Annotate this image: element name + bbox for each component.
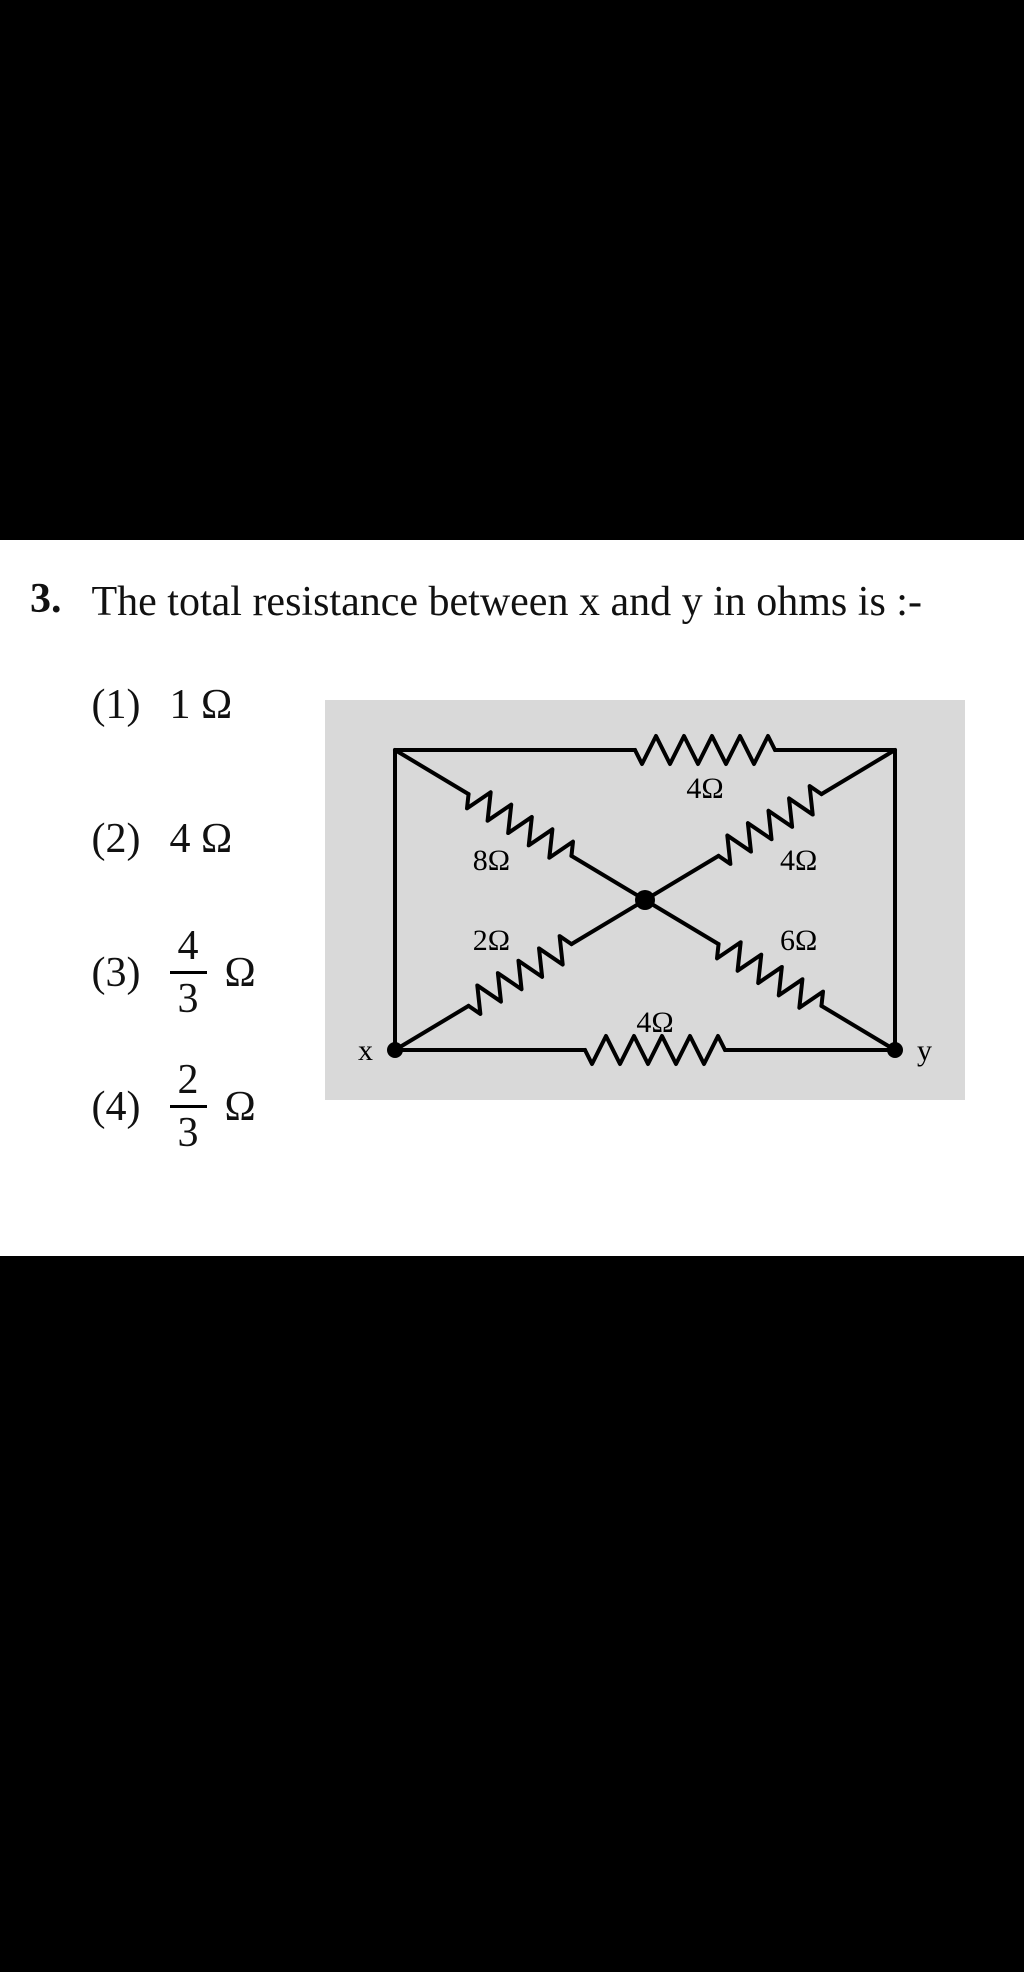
circuit-diagram: 4Ω 4Ω 8Ω 4Ω 2Ω 6Ω x y <box>325 700 965 1100</box>
question-text: The total resistance between x and y in … <box>92 575 995 630</box>
svg-text:4Ω: 4Ω <box>780 844 817 877</box>
svg-text:x: x <box>358 1034 373 1067</box>
svg-text:2Ω: 2Ω <box>473 924 510 957</box>
page: 3. The total resistance between x and y … <box>0 0 1024 1972</box>
option-2-value: 4 Ω <box>170 815 233 863</box>
option-3-num: 4 <box>170 925 207 974</box>
option-4-unit: Ω <box>225 1083 256 1131</box>
option-1: (1) 1 Ω <box>92 660 256 750</box>
option-3-den: 3 <box>170 974 207 1020</box>
option-4-label: (4) <box>92 1083 152 1131</box>
options-list: (1) 1 Ω (2) 4 Ω (3) 4 3 <box>92 660 256 1196</box>
option-2: (2) 4 Ω <box>92 794 256 884</box>
option-4-den: 3 <box>170 1108 207 1154</box>
option-1-value: 1 Ω <box>170 681 233 729</box>
diagram-wrap: 4Ω 4Ω 8Ω 4Ω 2Ω 6Ω x y <box>296 660 994 1100</box>
svg-text:4Ω: 4Ω <box>636 1006 673 1039</box>
svg-text:6Ω: 6Ω <box>780 924 817 957</box>
option-3-fraction: 4 3 <box>170 925 207 1020</box>
option-4-num: 2 <box>170 1059 207 1108</box>
circuit-svg: 4Ω 4Ω 8Ω 4Ω 2Ω 6Ω x y <box>325 700 965 1100</box>
svg-text:y: y <box>917 1034 932 1067</box>
svg-text:4Ω: 4Ω <box>686 772 723 805</box>
content-row: (1) 1 Ω (2) 4 Ω (3) 4 3 <box>92 660 995 1196</box>
question-body: The total resistance between x and y in … <box>92 575 995 1196</box>
option-3-label: (3) <box>92 949 152 997</box>
option-3: (3) 4 3 Ω <box>92 928 256 1018</box>
option-4: (4) 2 3 Ω <box>92 1062 256 1152</box>
question-row: 3. The total resistance between x and y … <box>30 575 994 1196</box>
option-1-label: (1) <box>92 681 152 729</box>
question-number: 3. <box>30 575 62 623</box>
option-2-label: (2) <box>92 815 152 863</box>
option-3-unit: Ω <box>225 949 256 997</box>
question-block: 3. The total resistance between x and y … <box>0 540 1024 1256</box>
svg-text:8Ω: 8Ω <box>473 844 510 877</box>
option-4-fraction: 2 3 <box>170 1059 207 1154</box>
